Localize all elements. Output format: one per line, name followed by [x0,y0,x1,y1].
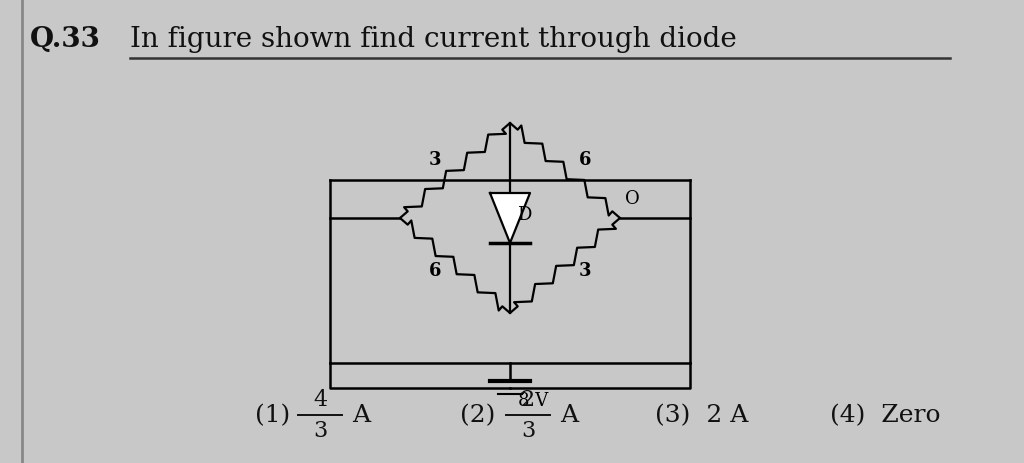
Text: D: D [517,206,531,224]
Text: (4)  Zero: (4) Zero [830,404,940,426]
Text: 3: 3 [313,419,327,442]
Text: A: A [352,404,370,426]
Text: In figure shown find current through diode: In figure shown find current through dio… [130,26,736,53]
Text: Q.33: Q.33 [30,26,101,53]
Text: 3: 3 [579,262,591,280]
Text: 6: 6 [429,262,441,280]
Text: 3: 3 [429,151,441,169]
Text: O: O [625,189,640,207]
Text: 4: 4 [313,388,327,411]
Text: 8 V: 8 V [518,391,548,409]
Text: (3)  2 A: (3) 2 A [655,404,749,426]
Text: 2: 2 [521,388,536,411]
Text: (1): (1) [255,404,290,426]
Text: A: A [560,404,579,426]
Text: 6: 6 [579,151,591,169]
Text: (2): (2) [460,404,496,426]
Polygon shape [490,194,530,244]
Text: 3: 3 [521,419,536,442]
